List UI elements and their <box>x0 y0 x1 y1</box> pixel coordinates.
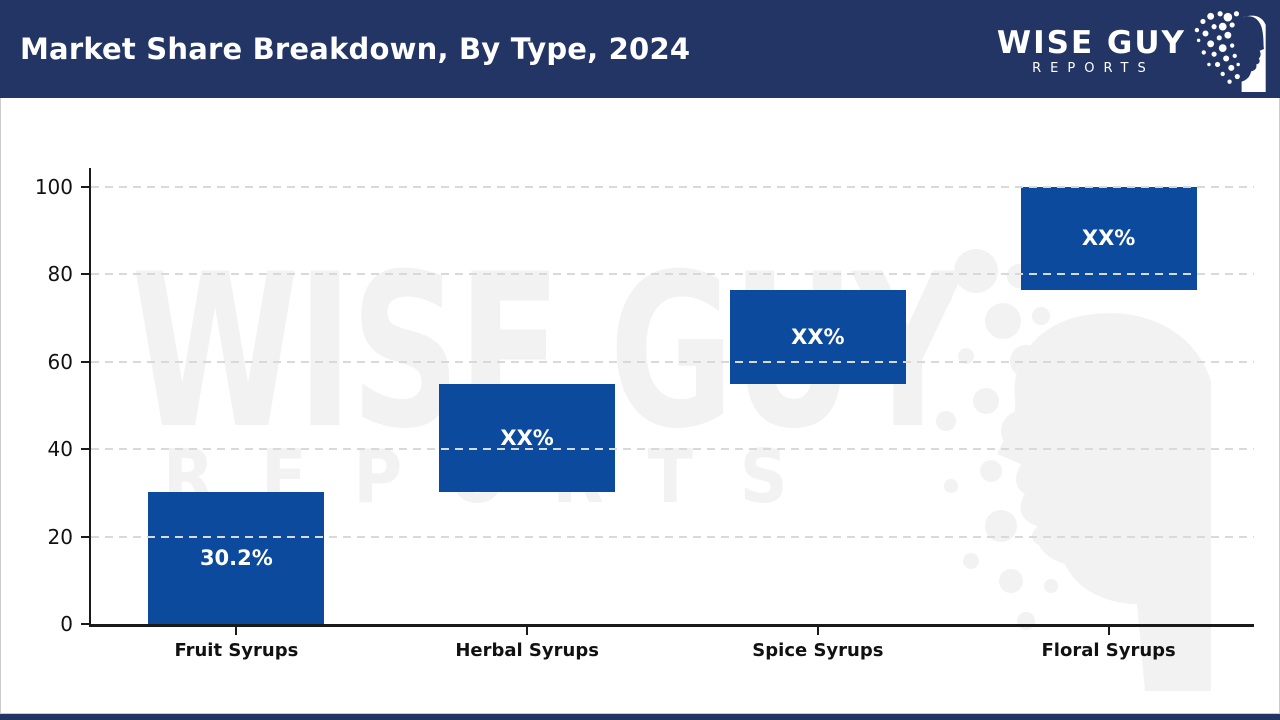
logo-text: WISE GUY REPORTS <box>996 24 1186 76</box>
x-tick-mark <box>816 627 819 635</box>
bar-value-label: XX% <box>500 426 554 451</box>
chart-title: Market Share Breakdown, By Type, 2024 <box>20 32 691 66</box>
gridline <box>91 535 1254 538</box>
y-tick-label: 60 <box>47 349 73 374</box>
y-tick-mark <box>81 535 89 538</box>
x-tick-mark <box>1107 627 1110 635</box>
bar-value-label: XX% <box>791 325 845 350</box>
footer-bar <box>0 714 1280 720</box>
y-tick-label: 80 <box>47 262 73 287</box>
gridline <box>91 448 1254 451</box>
x-axis-labels: Fruit Syrups Herbal Syrups Spice Syrups Flo… <box>91 639 1254 667</box>
y-tick-label: 0 <box>60 612 73 636</box>
bar-value-label: XX% <box>1081 226 1136 251</box>
y-tick-label: 100 <box>34 174 73 199</box>
y-tick-mark <box>81 623 89 625</box>
y-tick-mark <box>81 185 89 188</box>
x-category-label: Floral Syrups <box>1041 640 1176 661</box>
y-tick-mark <box>81 273 89 276</box>
gridline <box>91 185 1254 188</box>
y-tick-label: 20 <box>47 524 73 549</box>
x-category-label: Fruit Syrups <box>174 640 299 661</box>
bar-segment[interactable]: XX% <box>1020 186 1197 290</box>
bar-segment[interactable]: XX% <box>729 290 906 385</box>
plot-area: 30.2% XX% XX% XX% <box>89 168 1254 627</box>
x-tick-mark <box>526 627 529 635</box>
x-axis-ticks <box>91 627 1254 636</box>
logo-wordmark: WISE GUY <box>996 24 1186 61</box>
y-tick-mark <box>81 360 89 363</box>
bar-value-label: 30.2% <box>199 545 273 570</box>
gridline <box>91 273 1254 276</box>
gridline <box>91 360 1254 363</box>
x-category-label: Spice Syrups <box>752 640 884 661</box>
y-axis: 0 20 40 60 80 100 <box>1 168 89 635</box>
y-tick-label: 40 <box>47 437 73 462</box>
y-tick-mark <box>81 448 89 451</box>
bar-segment[interactable]: 30.2% <box>148 491 325 624</box>
x-tick-mark <box>235 627 238 635</box>
logo-face-icon <box>1194 11 1266 92</box>
logo-subtitle: REPORTS <box>1032 60 1155 76</box>
header-bar: Market Share Breakdown, By Type, 2024 WI… <box>0 0 1280 98</box>
bar-segment[interactable]: XX% <box>439 384 616 492</box>
x-category-label: Herbal Syrups <box>455 640 599 661</box>
wise-guy-logo: WISE GUY REPORTS <box>997 6 1266 92</box>
